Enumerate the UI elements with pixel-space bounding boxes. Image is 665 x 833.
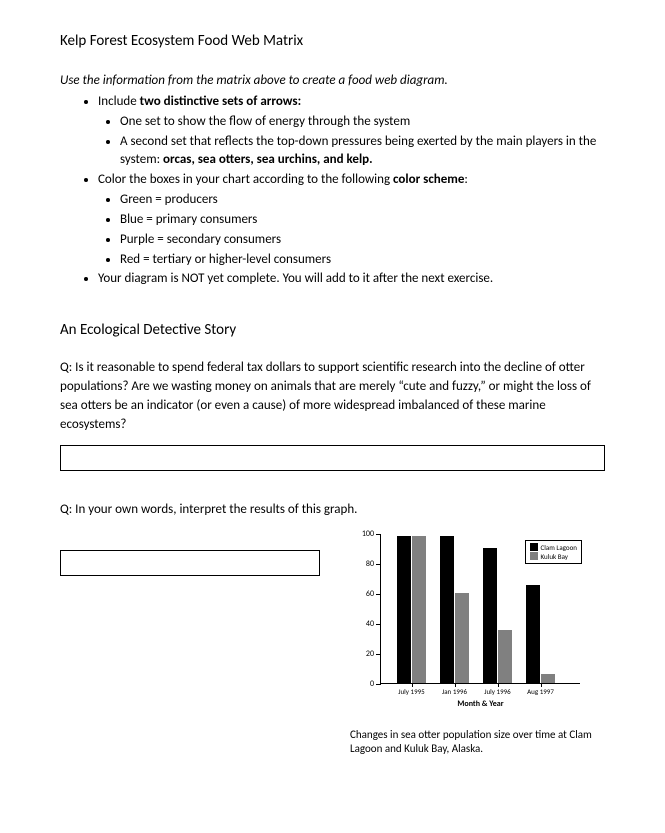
q2-left-col xyxy=(60,530,320,606)
bar-clam-lagoon xyxy=(526,585,540,683)
y-tick xyxy=(376,534,381,535)
x-tick-label: Jan 1996 xyxy=(442,687,467,696)
x-tick-label: July 1995 xyxy=(398,687,424,696)
y-tick xyxy=(376,684,381,685)
bullet-green: Green = producers xyxy=(120,191,605,210)
chart-legend: Clam LagoonKuluk Bay xyxy=(525,540,582,564)
x-tick-label: Aug 1997 xyxy=(527,687,554,696)
chart-container: % of marked otters surviving Month & Yea… xyxy=(350,530,605,757)
bar-kuluk-bay xyxy=(498,630,512,683)
x-axis-title: Month & Year xyxy=(457,699,503,709)
bar-kuluk-bay xyxy=(412,536,426,683)
legend-swatch xyxy=(530,552,538,560)
bullet-color-scheme: Color the boxes in your chart according … xyxy=(98,171,605,269)
legend-label: Kuluk Bay xyxy=(541,552,568,561)
chart-plot-area: % of marked otters surviving Month & Yea… xyxy=(380,534,580,684)
question-2: Q: In your own words, interpret the resu… xyxy=(60,501,605,520)
y-tick-label: 0 xyxy=(370,679,374,689)
y-tick-label: 80 xyxy=(366,559,374,569)
q2-row: % of marked otters surviving Month & Yea… xyxy=(60,530,605,757)
bullet-not-complete: Your diagram is NOT yet complete. You wi… xyxy=(98,270,605,289)
y-tick xyxy=(376,624,381,625)
y-tick-label: 20 xyxy=(366,649,374,659)
answer-box-2[interactable] xyxy=(60,550,320,576)
bullet-arrows-energy: One set to show the flow of energy throu… xyxy=(120,113,605,132)
bullet-red: Red = tertiary or higher-level consumers xyxy=(120,251,605,270)
bar-clam-lagoon xyxy=(440,536,454,683)
y-tick xyxy=(376,594,381,595)
bullet-list: Include two distinctive sets of arrows: … xyxy=(60,93,605,289)
section-title-detective: An Ecological Detective Story xyxy=(60,321,605,339)
bar-clam-lagoon xyxy=(483,548,497,683)
bullet-blue: Blue = primary consumers xyxy=(120,211,605,230)
y-tick-label: 60 xyxy=(366,589,374,599)
y-tick xyxy=(376,564,381,565)
legend-swatch xyxy=(530,543,538,551)
worksheet-page: Kelp Forest Ecosystem Food Web Matrix Us… xyxy=(0,0,665,796)
y-tick-label: 40 xyxy=(366,619,374,629)
legend-item: Kuluk Bay xyxy=(530,552,577,561)
legend-label: Clam Lagoon xyxy=(541,543,577,552)
question-1: Q: Is it reasonable to spend federal tax… xyxy=(60,359,605,434)
bar-clam-lagoon xyxy=(397,536,411,683)
bullet-arrows-pressure: A second set that reflects the top-down … xyxy=(120,133,605,171)
x-tick-label: July 1996 xyxy=(484,687,510,696)
bar-kuluk-bay xyxy=(541,674,555,683)
intro-line: Use the information from the matrix abov… xyxy=(60,72,605,91)
bullet-purple: Purple = secondary consumers xyxy=(120,231,605,250)
bar-kuluk-bay xyxy=(455,593,469,683)
instructions-block: Use the information from the matrix abov… xyxy=(60,72,605,289)
page-title: Kelp Forest Ecosystem Food Web Matrix xyxy=(60,32,605,50)
y-tick-label: 100 xyxy=(362,529,374,539)
otter-survival-chart: % of marked otters surviving Month & Yea… xyxy=(354,530,594,720)
chart-caption: Changes in sea otter population size ove… xyxy=(350,728,605,757)
y-tick xyxy=(376,654,381,655)
bullet-arrows: Include two distinctive sets of arrows: … xyxy=(98,93,605,170)
legend-item: Clam Lagoon xyxy=(530,543,577,552)
answer-box-1[interactable] xyxy=(60,445,605,471)
